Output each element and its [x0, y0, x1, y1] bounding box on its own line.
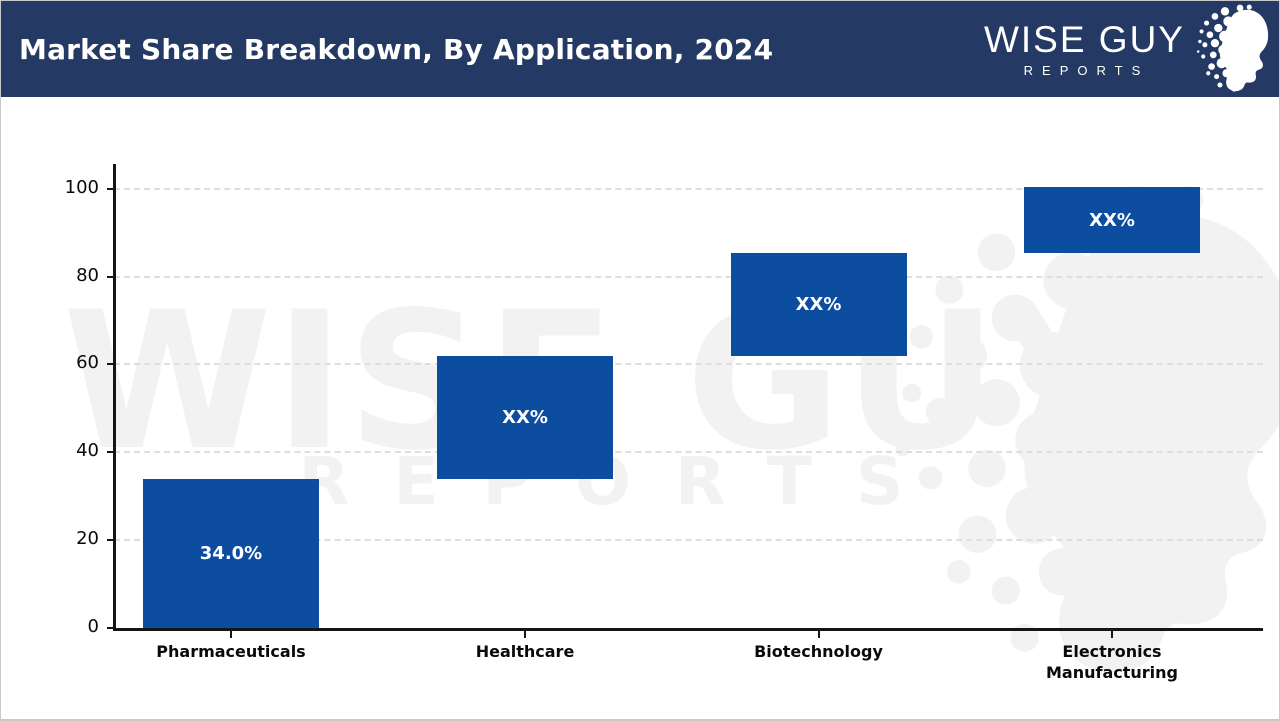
- chart-title: Market Share Breakdown, By Application, …: [19, 32, 774, 66]
- y-tick-mark: [107, 275, 114, 278]
- x-tick-mark: [230, 631, 232, 638]
- x-category-label: Healthcare: [475, 642, 575, 661]
- x-axis-line: [114, 628, 1263, 631]
- gridline: [114, 539, 1263, 542]
- y-tick-label: 20: [76, 528, 99, 550]
- logo-wordmark: WISE GUY: [983, 18, 1185, 60]
- header: Market Share Breakdown, By Application, …: [1, 1, 1279, 97]
- y-tick-mark: [107, 451, 114, 454]
- logo-text: WISE GUY REPORTS: [984, 21, 1185, 78]
- y-tick-label: 80: [76, 264, 99, 286]
- bar-value-label: XX%: [1089, 209, 1135, 231]
- bar-value-label: XX%: [795, 293, 842, 315]
- logo-head-icon: [1196, 4, 1269, 92]
- x-category-label: Pharmaceuticals: [156, 642, 306, 661]
- bar-value-label: XX%: [502, 406, 548, 428]
- y-tick-mark: [107, 187, 114, 190]
- bar-segment: XX%: [1024, 187, 1200, 254]
- x-category-label: Electronics Manufacturing: [1046, 642, 1178, 682]
- gridline: [114, 275, 1263, 278]
- gridline: [114, 363, 1263, 366]
- bar-segment: XX%: [730, 253, 907, 356]
- y-tick-mark: [107, 539, 114, 542]
- x-tick-mark: [817, 631, 820, 638]
- chart-area: WISE GUY REPORTS 0 20 40 60 80 100 34.0% Pharma…: [1, 97, 1279, 719]
- bar-segment: XX%: [437, 355, 613, 479]
- gridline: [114, 187, 1263, 190]
- y-tick-label: 0: [87, 616, 99, 637]
- gridline: [114, 451, 1263, 454]
- bar-segment: 34.0%: [143, 478, 319, 628]
- x-tick-mark: [524, 631, 526, 638]
- y-tick-label: 100: [64, 176, 99, 198]
- y-tick-label: 60: [76, 352, 99, 374]
- x-category-label: Biotechnology: [754, 642, 883, 661]
- y-tick-mark: [107, 627, 114, 629]
- y-tick-label: 40: [76, 440, 99, 462]
- wiseguy-logo: WISE GUY REPORTS: [984, 3, 1273, 95]
- logo-subtext: REPORTS: [1023, 62, 1150, 78]
- y-tick-mark: [107, 363, 114, 366]
- watermark-head-icon: [895, 186, 1279, 676]
- y-axis-line: [113, 164, 116, 631]
- x-tick-mark: [1111, 631, 1113, 638]
- bar-value-label: 34.0%: [199, 542, 263, 564]
